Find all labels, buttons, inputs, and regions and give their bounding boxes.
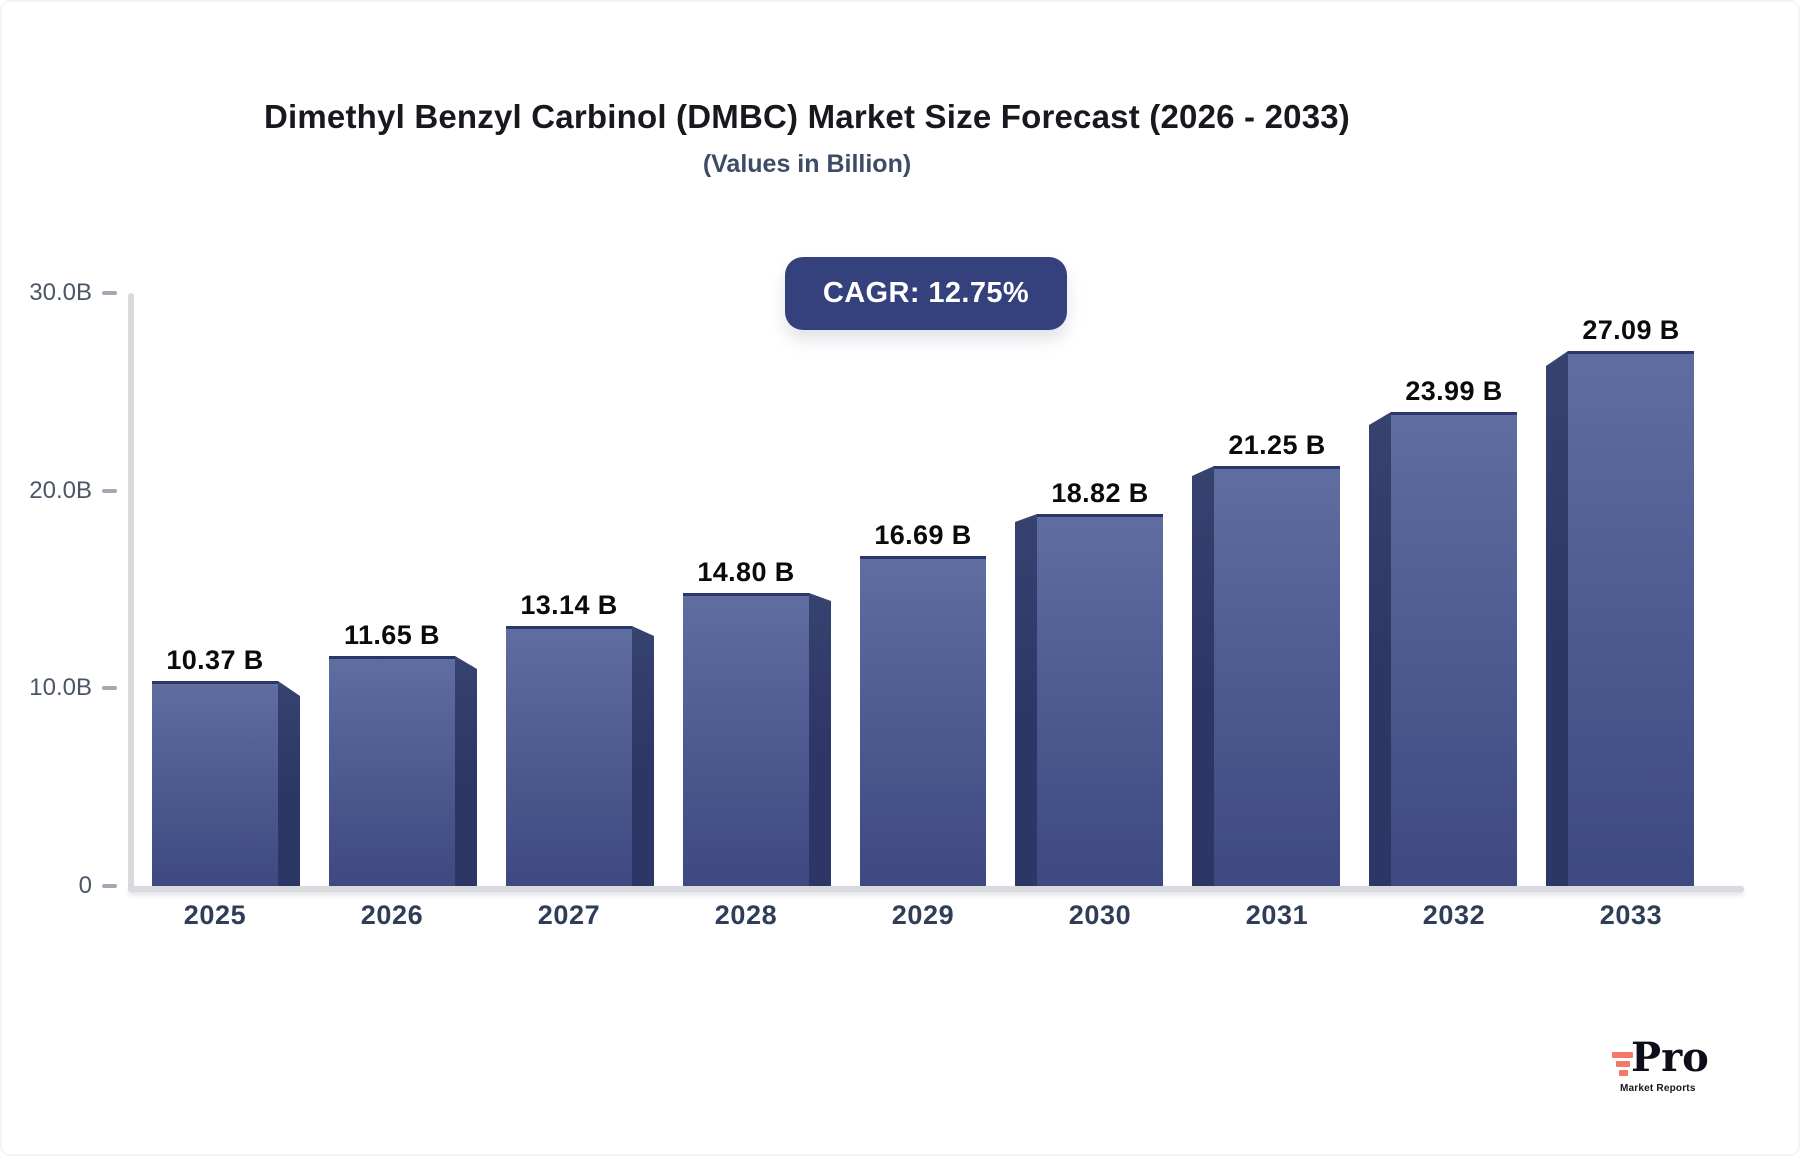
y-axis-tick: [102, 884, 117, 888]
bar-value-label: 14.80 B: [697, 557, 795, 587]
bar-column-side-2028[interactable]: [809, 593, 831, 886]
bar-column-2033[interactable]: [1568, 351, 1694, 886]
x-axis-category-label: 2033: [1599, 900, 1663, 930]
logo-tagline: Market Reports: [1620, 1083, 1696, 1094]
bar-column-side-2031[interactable]: [1192, 466, 1214, 886]
logo-stripe-icon: [1616, 1061, 1630, 1067]
logo-wordmark: Pro: [1631, 1034, 1709, 1081]
y-axis-tick-label: 30.0B: [29, 279, 92, 306]
bar-column-2025[interactable]: [152, 681, 278, 886]
page-title: Dimethyl Benzyl Carbinol (DMBC) Market S…: [263, 98, 1351, 135]
bar-value-label: 10.37 B: [166, 645, 264, 675]
x-axis-category-label: 2026: [360, 900, 424, 930]
bar-column-side-2033[interactable]: [1546, 351, 1568, 886]
x-axis-category-label: 2032: [1422, 900, 1486, 930]
bar-column-2027[interactable]: [506, 626, 632, 886]
y-axis-tick-label: 20.0B: [29, 476, 92, 504]
bar-column-side-2025[interactable]: [278, 681, 300, 886]
bar-column-2032[interactable]: [1391, 412, 1517, 886]
bar-column-side-2026[interactable]: [455, 656, 477, 886]
bar-value-label: 11.65 B: [344, 620, 440, 650]
x-axis-category-label: 2025: [183, 900, 247, 930]
x-axis-category-label: 2028: [714, 900, 778, 930]
y-axis-tick: [102, 291, 117, 295]
bar-column-2026[interactable]: [329, 656, 455, 886]
bar-value-label: 27.09 B: [1582, 315, 1680, 345]
y-axis-tick-label: 10.0B: [29, 674, 92, 702]
y-axis-tick: [102, 686, 117, 691]
bar-column-side-2030[interactable]: [1015, 514, 1037, 886]
y-axis-line: [128, 293, 134, 892]
bar-column-2031[interactable]: [1214, 466, 1340, 886]
x-axis-category-label: 2027: [537, 900, 601, 930]
bar-column-2028[interactable]: [683, 593, 809, 886]
bar-value-label: 21.25 B: [1228, 430, 1326, 460]
bar-value-label: 13.14 B: [520, 590, 618, 620]
cagr-badge-label: CAGR: 12.75%: [822, 277, 1030, 309]
bar-column-2029[interactable]: [860, 556, 986, 886]
y-axis-tick: [102, 488, 117, 493]
bar-value-label: 23.99 B: [1405, 376, 1503, 406]
x-axis-category-label: 2029: [891, 900, 955, 930]
x-axis-category-label: 2030: [1068, 900, 1132, 930]
logo-stripe-icon: [1612, 1052, 1633, 1058]
bar-column-2030[interactable]: [1037, 514, 1163, 886]
bar-value-label: 16.69 B: [874, 520, 972, 550]
cagr-badge: CAGR: 12.75%: [785, 257, 1067, 330]
brand-logo: Pro Market Reports: [1608, 1036, 1728, 1112]
x-axis-category-label: 2031: [1245, 900, 1309, 930]
bar-value-label: 18.82 B: [1051, 478, 1149, 508]
page-subtitle: (Values in Billion): [702, 150, 912, 178]
bar-column-side-2032[interactable]: [1369, 412, 1391, 886]
logo-stripe-icon: [1619, 1070, 1628, 1076]
bar-column-side-2027[interactable]: [632, 626, 654, 886]
x-axis-line: [128, 886, 1744, 892]
y-axis-tick-label: 0: [78, 872, 92, 899]
